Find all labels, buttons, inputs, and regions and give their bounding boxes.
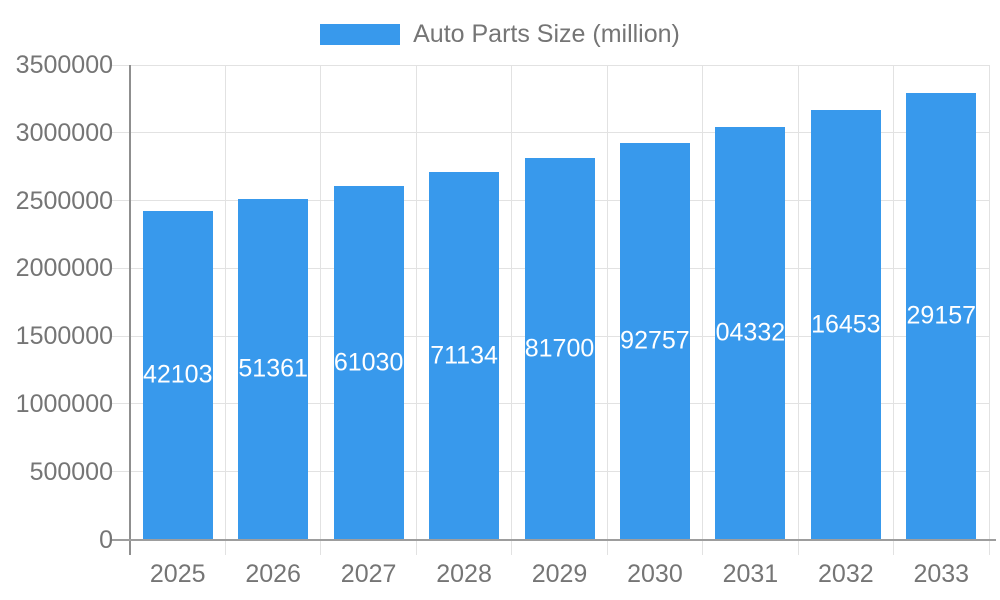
bar-value-label: 2421037 — [142, 360, 213, 389]
y-tick-label: 2500000 — [15, 186, 113, 215]
bar-value-label: 2711342 — [429, 341, 499, 370]
bar-value-label: 3164539 — [811, 310, 881, 339]
legend-label[interactable]: Auto Parts Size (million) — [413, 20, 680, 48]
y-tick-label: 2000000 — [15, 254, 113, 283]
legend-swatch[interactable] — [320, 24, 401, 45]
x-tick-label: 2025 — [149, 560, 206, 588]
x-gridline — [702, 65, 704, 555]
legend: Auto Parts Size (million) — [0, 20, 1000, 49]
x-gridline — [797, 65, 799, 555]
y-tick-label: 1000000 — [15, 389, 113, 418]
bar[interactable]: 2927573 — [619, 142, 690, 540]
x-gridline — [893, 65, 895, 555]
y-tick-label: 0 — [99, 525, 113, 554]
x-tick-label: 2026 — [245, 560, 301, 588]
bar[interactable]: 2711342 — [429, 171, 500, 540]
bar-value-label: 2513614 — [238, 354, 308, 383]
bar[interactable]: 3164539 — [810, 110, 881, 540]
bar[interactable]: 2817005 — [524, 157, 595, 540]
bar-value-label: 3043326 — [715, 318, 786, 347]
bar[interactable]: 2610308 — [333, 185, 404, 540]
x-gridline — [988, 65, 990, 555]
y-gridline — [112, 64, 989, 66]
bar[interactable]: 3043326 — [715, 126, 786, 540]
x-tick-label: 2032 — [818, 560, 874, 588]
x-axis-line — [112, 538, 996, 541]
x-gridline — [511, 65, 513, 555]
y-tick-label: 500000 — [29, 457, 113, 486]
x-tick-label: 2027 — [340, 560, 397, 588]
x-gridline — [606, 65, 608, 555]
bar-value-label: 2610308 — [333, 348, 404, 377]
y-gridline — [112, 132, 989, 134]
y-tick-label: 1500000 — [15, 322, 113, 351]
y-axis-line — [128, 65, 131, 555]
y-tick-label: 3500000 — [15, 51, 113, 79]
x-gridline — [415, 65, 417, 555]
x-tick-label: 2031 — [722, 560, 779, 588]
x-gridline — [224, 65, 226, 555]
x-tick-label: 2028 — [436, 560, 492, 588]
bar-value-label: 2927573 — [620, 326, 690, 355]
x-gridline — [320, 65, 322, 555]
bar[interactable]: 2513614 — [238, 198, 309, 540]
x-tick-label: 2033 — [913, 560, 970, 588]
bar-value-label: 2817005 — [524, 334, 595, 363]
y-tick-label: 3000000 — [15, 118, 113, 147]
bar[interactable]: 2421037 — [142, 211, 213, 540]
x-tick-label: 2029 — [531, 560, 588, 588]
x-tick-label: 2030 — [627, 560, 683, 588]
